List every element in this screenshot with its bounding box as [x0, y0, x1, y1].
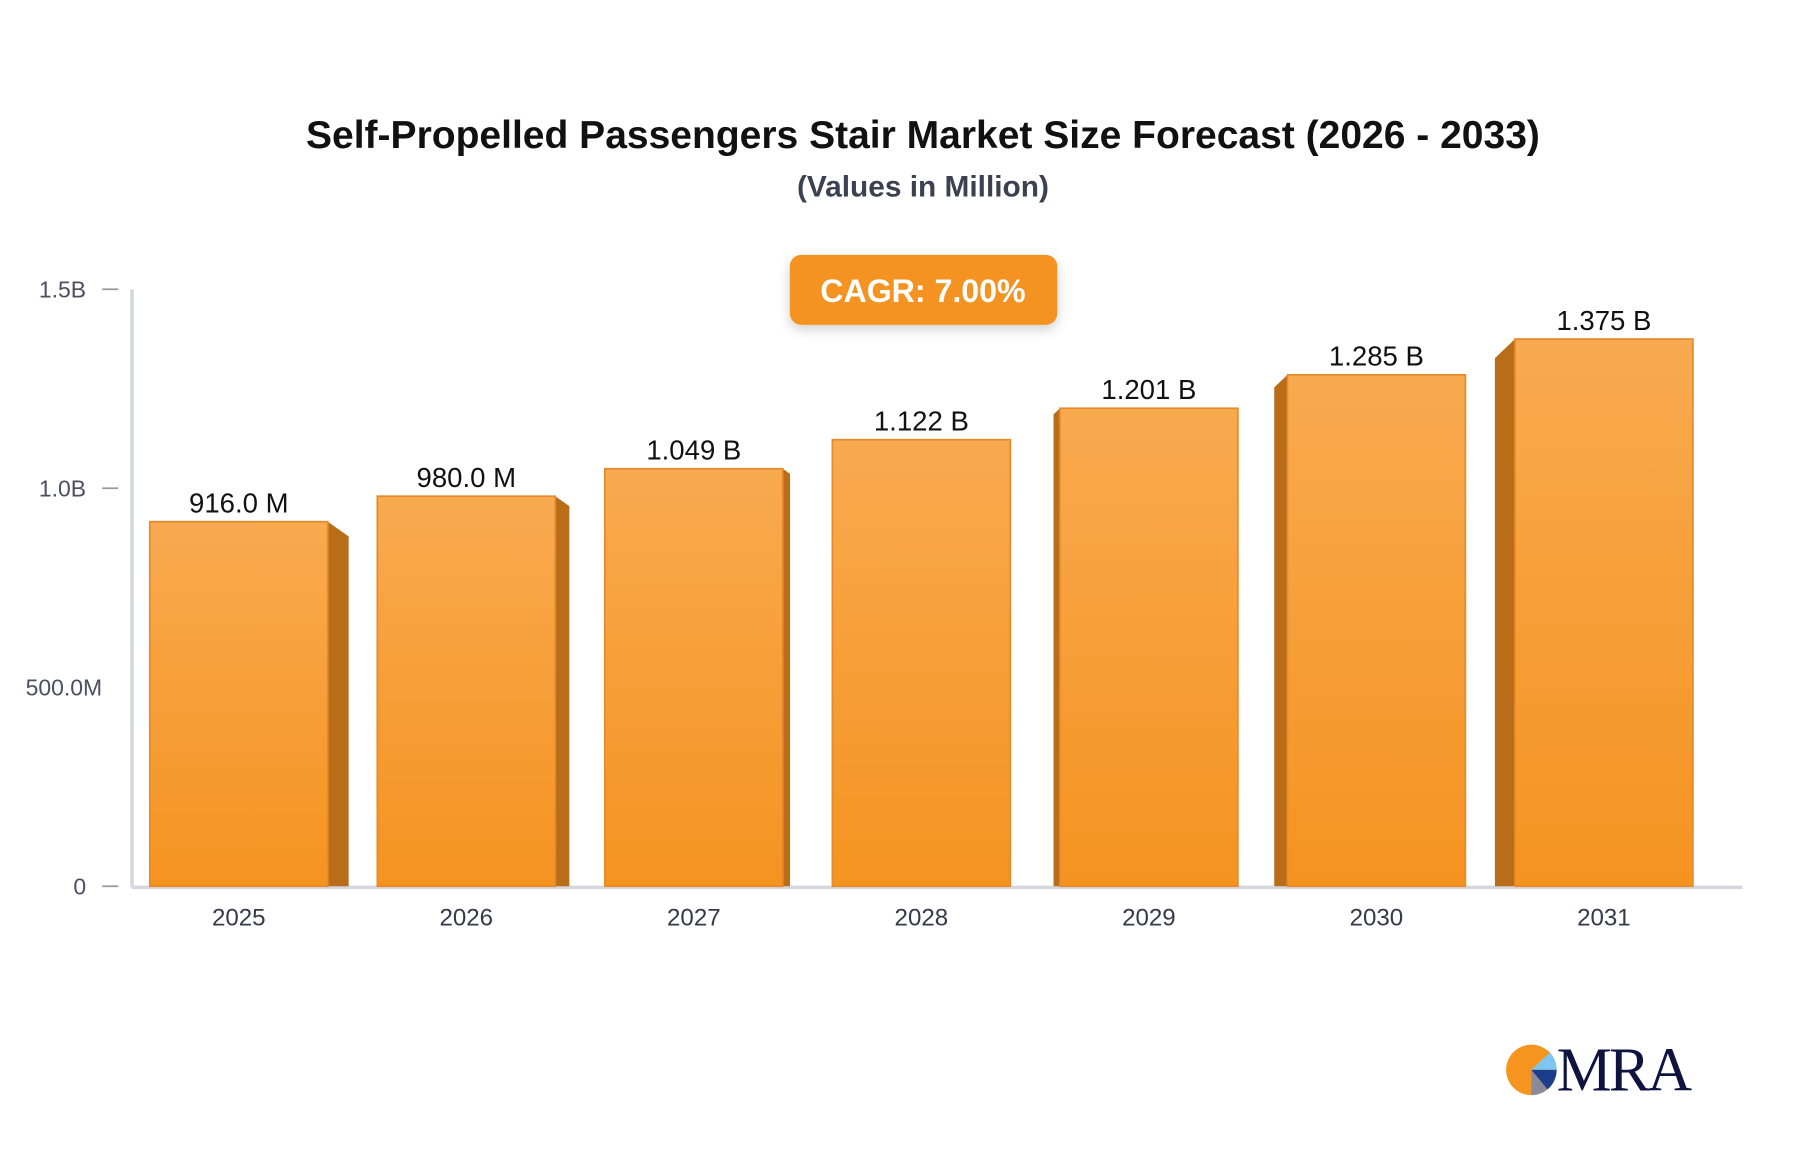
data-label: 1.122 B: [874, 406, 969, 437]
chart-title: Self-Propelled Passengers Stair Market S…: [306, 114, 1540, 157]
bar-group: 1.122 B 2028: [831, 406, 1012, 931]
data-label: 1.201 B: [1101, 374, 1196, 405]
bar-side: [327, 521, 349, 887]
bar: [376, 495, 557, 888]
bar-side: [782, 468, 791, 887]
bar-side: [1274, 374, 1288, 887]
mra-logo: MRA: [1506, 1037, 1692, 1105]
bar: [1059, 407, 1239, 888]
bar-group: 1.375 B 2031: [1494, 305, 1694, 931]
bar-side: [1053, 408, 1060, 887]
bar-side: [1494, 339, 1515, 887]
data-label: 1.375 B: [1556, 305, 1651, 336]
x-tick-label: 2027: [667, 904, 721, 931]
bar-group: 916.0 M 2025: [148, 488, 349, 931]
bar-group: 980.0 M 2026: [376, 462, 570, 931]
x-tick-label: 2025: [212, 904, 266, 931]
bar: [1286, 373, 1467, 888]
bar-group: 1.049 B 2027: [603, 435, 791, 931]
x-tick-label: 2029: [1122, 904, 1176, 931]
y-tick-label: 1.5B: [39, 276, 86, 302]
y-tick-label: 1.0B: [39, 475, 86, 501]
chart-subtitle: (Values in Million): [797, 170, 1049, 203]
svg-text:MRA: MRA: [1557, 1037, 1693, 1105]
cagr-label: CAGR: 7.00%: [820, 273, 1025, 309]
y-tick-label: 500.0M: [26, 674, 103, 700]
x-tick-label: 2028: [895, 904, 949, 931]
data-label: 1.285 B: [1329, 341, 1424, 372]
x-tick-label: 2030: [1350, 904, 1404, 931]
bar: [148, 520, 329, 888]
data-label: 980.0 M: [417, 462, 517, 493]
bar-group: 1.201 B 2029: [1053, 374, 1239, 931]
data-label: 916.0 M: [189, 488, 289, 519]
x-tick-label: 2031: [1577, 904, 1631, 931]
data-label: 1.049 B: [646, 435, 741, 466]
bar: [1514, 338, 1694, 888]
cagr-badge: CAGR: 7.00%: [789, 254, 1058, 325]
bar: [831, 438, 1012, 888]
x-tick-label: 2026: [439, 904, 493, 931]
bar-side: [555, 496, 570, 887]
bar: [603, 467, 784, 888]
bar-group: 1.285 B 2030: [1274, 341, 1467, 931]
y-tick-label: 0: [73, 873, 86, 899]
